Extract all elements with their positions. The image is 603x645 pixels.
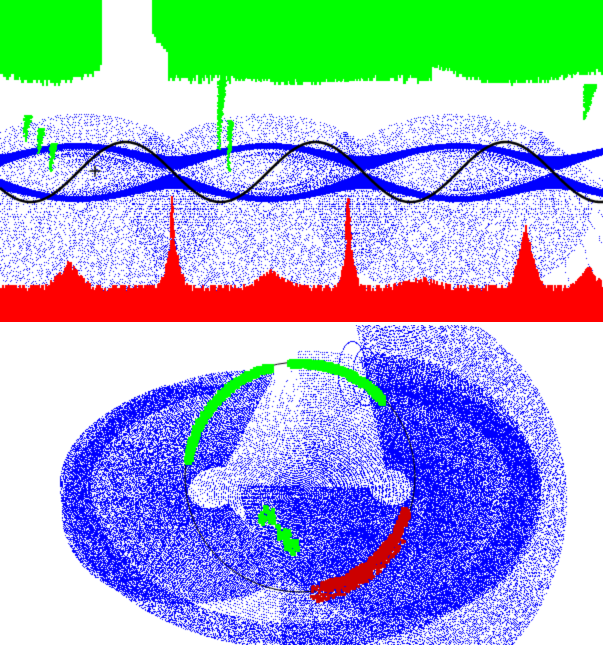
- top-panel-canvas: [0, 0, 603, 322]
- bottom-panel-canvas: [0, 325, 603, 645]
- bottom-torus-panel: [0, 325, 603, 645]
- top-phase-plane-panel: [0, 0, 603, 322]
